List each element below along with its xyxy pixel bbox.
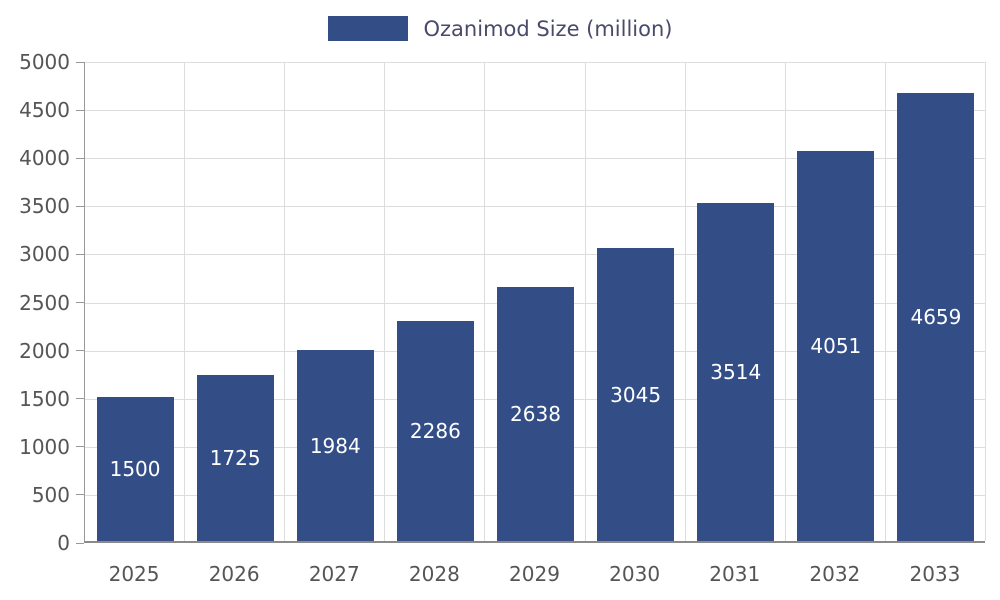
- bar-2030: 3045: [597, 248, 675, 541]
- y-tick-label: 2000: [19, 338, 70, 363]
- y-tick-mark: [76, 302, 84, 303]
- v-gridline: [584, 62, 586, 541]
- bar-2033: 4659: [897, 92, 975, 541]
- legend-swatch: [327, 16, 408, 41]
- v-gridline: [684, 62, 686, 541]
- h-gridline: [85, 110, 985, 112]
- v-gridline: [184, 62, 186, 541]
- bar-value-label: 1984: [309, 433, 361, 458]
- h-gridline: [85, 254, 985, 256]
- y-tick-mark: [76, 398, 84, 400]
- y-tick-label: 1500: [19, 386, 70, 411]
- y-tick-mark: [76, 205, 84, 207]
- y-tick-label: 3500: [19, 194, 70, 219]
- x-tick-label: 2031: [709, 562, 761, 586]
- x-tick-label: 2030: [609, 562, 661, 586]
- v-gridline: [784, 62, 786, 541]
- x-tick-label: 2026: [208, 562, 260, 586]
- y-tick-mark: [76, 61, 84, 63]
- y-tick-label: 1000: [19, 434, 70, 459]
- x-tick-label: 2028: [408, 562, 460, 586]
- bar-value-label: 3045: [610, 382, 662, 407]
- y-tick-mark: [76, 542, 84, 544]
- y-tick-mark: [76, 109, 84, 111]
- h-gridline: [85, 158, 985, 160]
- x-tick-label: 2029: [509, 562, 560, 586]
- y-tick-mark: [76, 157, 84, 159]
- bar-value-label: 2638: [510, 402, 561, 427]
- bar-2025: 1500: [96, 396, 174, 541]
- y-tick-mark: [76, 446, 84, 448]
- bar-2031: 3514: [697, 202, 775, 541]
- bar-2032: 4051: [797, 151, 875, 541]
- legend[interactable]: Ozanimod Size (million): [0, 16, 1000, 41]
- v-gridline: [284, 62, 286, 541]
- x-tick-label: 2025: [108, 562, 160, 586]
- v-gridline: [985, 62, 986, 541]
- v-gridline: [384, 62, 386, 541]
- y-tick-label: 0: [57, 531, 70, 555]
- x-tick-label: 2032: [809, 562, 861, 586]
- bar-value-label: 1725: [209, 446, 261, 471]
- bar-value-label: 4051: [810, 334, 862, 359]
- bar-2027: 1984: [296, 350, 374, 541]
- y-tick-label: 4000: [19, 146, 70, 171]
- v-gridline: [884, 62, 886, 541]
- h-gridline: [85, 206, 985, 208]
- y-tick-mark: [76, 494, 84, 496]
- y-tick-mark: [76, 253, 84, 255]
- bar-2028: 2286: [396, 321, 474, 541]
- bar-value-label: 3514: [710, 359, 762, 384]
- bar-value-label: 4659: [910, 304, 962, 329]
- y-tick-label: 500: [31, 482, 70, 507]
- y-tick-label: 4500: [19, 98, 70, 123]
- y-tick-label: 5000: [19, 50, 70, 74]
- x-tick-label: 2033: [909, 562, 961, 586]
- y-tick-label: 3000: [19, 242, 70, 267]
- v-gridline: [484, 62, 486, 541]
- bar-value-label: 1500: [109, 456, 161, 481]
- plot-area: 1500 1725 1984 2286 2638 3045 3514 4051 4659: [84, 62, 986, 543]
- bar-2026: 1725: [196, 375, 274, 541]
- h-gridline: [85, 62, 985, 63]
- bar-2029: 2638: [497, 287, 574, 541]
- bar-value-label: 2286: [409, 419, 461, 444]
- y-tick-label: 2500: [19, 290, 70, 315]
- y-tick-mark: [76, 350, 84, 352]
- x-tick-label: 2027: [308, 562, 360, 586]
- legend-label: Ozanimod Size (million): [423, 16, 673, 41]
